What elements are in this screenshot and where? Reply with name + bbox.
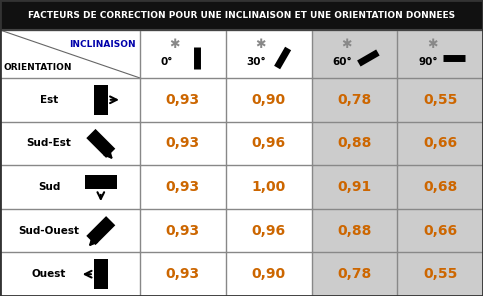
Text: Est: Est [40,95,58,105]
Bar [226,78,312,122]
Bar [140,165,226,209]
Bar [226,209,312,252]
Bar [140,122,226,165]
Text: FACTEURS DE CORRECTION POUR UNE INCLINAISON ET UNE ORIENTATION DONNEES: FACTEURS DE CORRECTION POUR UNE INCLINAI… [28,10,455,20]
Bar [0,209,140,252]
Bar [397,209,483,252]
Text: 0,68: 0,68 [423,180,457,194]
Text: 0,93: 0,93 [166,93,200,107]
Text: 0,91: 0,91 [337,180,371,194]
Bar [226,165,312,209]
Text: 0,66: 0,66 [423,223,457,238]
Text: 0,90: 0,90 [252,267,285,281]
Bar [0,0,483,30]
Text: 0,90: 0,90 [252,93,285,107]
Text: Sud-Ouest: Sud-Ouest [18,226,80,236]
Text: INCLINAISON: INCLINAISON [70,40,136,49]
Bar [140,252,226,296]
Bar [140,209,226,252]
Text: 0,88: 0,88 [337,136,371,150]
Bar [226,122,312,165]
Text: 1,00: 1,00 [252,180,286,194]
Text: 0,78: 0,78 [337,267,371,281]
Bar [397,165,483,209]
Bar [0,252,140,296]
Text: 0,66: 0,66 [423,136,457,150]
Bar [85,175,117,189]
Text: 0,78: 0,78 [337,93,371,107]
Text: 0,96: 0,96 [252,136,285,150]
Text: 0,93: 0,93 [166,223,200,238]
Bar [0,122,140,165]
Text: 0,93: 0,93 [166,180,200,194]
Bar [397,122,483,165]
Text: Sud: Sud [38,182,60,192]
Bar [312,122,397,165]
Bar [86,129,115,158]
Bar [140,78,226,122]
Bar [312,30,397,78]
Bar [397,252,483,296]
Text: ✱: ✱ [341,38,352,51]
Bar [94,259,108,289]
Text: 90°: 90° [418,57,438,67]
Text: 0,93: 0,93 [166,267,200,281]
Bar [312,78,397,122]
Text: 0,96: 0,96 [252,223,285,238]
Bar [312,252,397,296]
Text: 30°: 30° [247,57,266,67]
Bar [0,0,483,30]
Bar [226,252,312,296]
Bar [0,30,483,78]
Bar [397,30,483,78]
Bar [312,209,397,252]
Text: ORIENTATION: ORIENTATION [4,63,72,72]
Text: ✱: ✱ [170,38,180,51]
Text: 0,55: 0,55 [423,267,457,281]
Text: ✱: ✱ [256,38,266,51]
Text: 0,55: 0,55 [423,93,457,107]
Bar [86,216,115,245]
Bar [0,165,140,209]
Bar [397,78,483,122]
Text: ✱: ✱ [427,38,438,51]
Bar [0,78,140,122]
Bar [94,85,108,115]
Text: Ouest: Ouest [32,269,66,279]
Text: 60°: 60° [332,57,352,67]
Bar [312,165,397,209]
Text: 0,93: 0,93 [166,136,200,150]
Text: 0°: 0° [161,57,173,67]
Text: Sud-Est: Sud-Est [27,139,71,148]
Text: 0,88: 0,88 [337,223,371,238]
